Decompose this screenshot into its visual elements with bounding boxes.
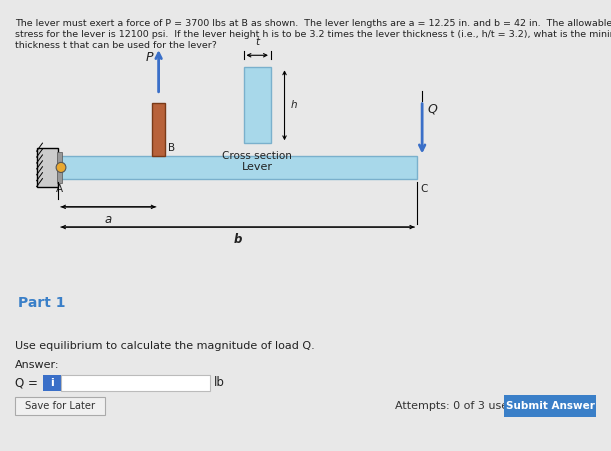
Text: Attempts: 0 of 3 used: Attempts: 0 of 3 used (395, 401, 515, 411)
Text: Save for Later: Save for Later (25, 401, 95, 411)
Bar (57, 152, 62, 183)
Bar (43, 374, 61, 391)
Bar (15, 397, 104, 415)
Text: The lever must exert a force of P = 3700 lbs at B as shown.  The lever lengths a: The lever must exert a force of P = 3700… (15, 19, 611, 28)
Bar (37, 148, 58, 187)
Bar (61, 374, 210, 391)
Text: t: t (255, 37, 259, 47)
Bar (504, 395, 596, 417)
Circle shape (56, 162, 66, 172)
Text: C: C (420, 184, 428, 193)
Text: Submit Answer: Submit Answer (505, 401, 595, 411)
Text: b: b (233, 233, 242, 246)
Text: lb: lb (214, 376, 225, 389)
Text: Q =: Q = (15, 376, 38, 389)
Text: Q: Q (427, 103, 437, 116)
Bar (244, 67, 271, 143)
Text: thickness t that can be used for the lever?: thickness t that can be used for the lev… (15, 41, 217, 50)
Text: A: A (56, 184, 64, 193)
Text: Cross section: Cross section (222, 151, 292, 161)
Text: Lever: Lever (242, 162, 273, 172)
Bar (58, 156, 417, 179)
Text: B: B (169, 143, 175, 153)
Text: Use equilibrium to calculate the magnitude of load Q.: Use equilibrium to calculate the magnitu… (15, 341, 315, 351)
Text: h: h (290, 100, 297, 110)
Text: P: P (145, 51, 153, 64)
Text: Part 1: Part 1 (18, 295, 65, 310)
Text: i: i (50, 377, 54, 388)
Text: stress for the lever is 12100 psi.  If the lever height h is to be 3.2 times the: stress for the lever is 12100 psi. If th… (15, 30, 611, 39)
Text: Answer:: Answer: (15, 360, 60, 370)
Text: a: a (104, 213, 112, 226)
Bar (152, 103, 166, 156)
